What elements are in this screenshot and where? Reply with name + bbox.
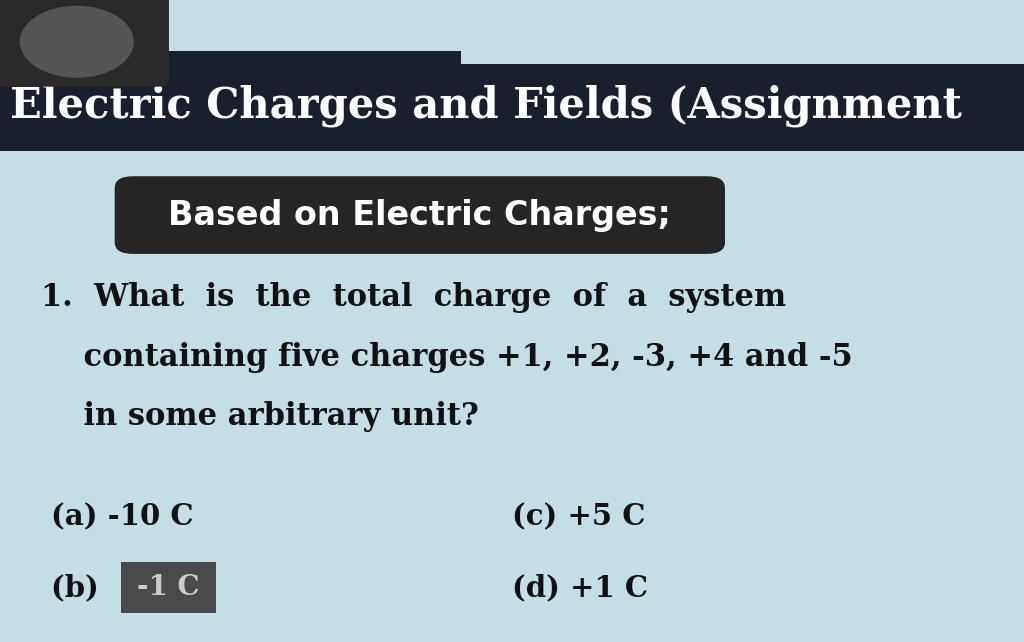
FancyBboxPatch shape [121,562,216,613]
FancyBboxPatch shape [0,51,1024,151]
Text: Based on Electric Charges;: Based on Electric Charges; [168,198,672,232]
Text: (c) +5 C: (c) +5 C [512,502,645,532]
FancyBboxPatch shape [115,176,725,254]
Text: containing five charges +1, +2, -3, +4 and -5: containing five charges +1, +2, -3, +4 a… [41,342,853,372]
Text: (d) +1 C: (d) +1 C [512,573,648,602]
FancyBboxPatch shape [461,13,1024,64]
FancyBboxPatch shape [0,0,169,87]
Text: in some arbitrary unit?: in some arbitrary unit? [41,401,479,431]
Text: -1 C: -1 C [137,574,200,601]
Text: Electric Charges and Fields (Assignment: Electric Charges and Fields (Assignment [10,85,963,127]
FancyBboxPatch shape [0,0,1024,100]
Text: (b): (b) [51,573,110,602]
Text: 1.  What  is  the  total  charge  of  a  system: 1. What is the total charge of a system [41,282,786,313]
Circle shape [20,6,133,77]
Text: (a) -10 C: (a) -10 C [51,502,194,532]
